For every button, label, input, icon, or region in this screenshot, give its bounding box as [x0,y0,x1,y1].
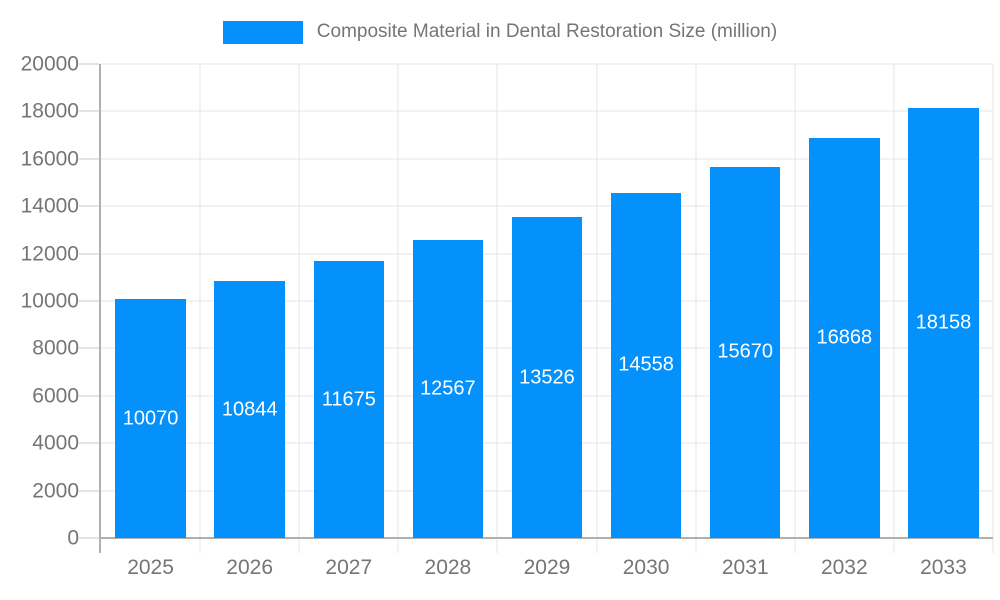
bar-cell: 10844 [200,64,299,538]
y-axis-tick-label: 12000 [20,242,79,266]
y-tick-mark [79,300,99,302]
legend-label: Composite Material in Dental Restoration… [316,21,778,42]
bar-value-label: 12567 [420,377,476,400]
x-axis-tick-label: 2031 [721,556,769,579]
y-axis-line [99,64,101,553]
h-gridline [101,158,993,160]
y-tick-mark [79,158,99,160]
bar-cell: 11675 [299,64,398,538]
y-tick-mark [79,253,99,255]
y-axis-labels: 0 2000 4000 6000 8000 10000 12000 14000 16000 180… [0,54,79,549]
bar-2027[interactable]: 11675 [313,261,384,538]
x-axis-tick-label: 2025 [127,556,174,579]
plot-area: 10070 10844 11675 12567 13526 14558 15670 16868… [79,63,994,553]
h-gridline [101,110,993,112]
y-axis-tick-label: 18000 [20,99,79,123]
v-gridline [199,64,201,553]
bar-2026[interactable]: 10844 [214,281,285,538]
x-axis-tick-label: 2026 [226,556,274,579]
bar-series: 10070 10844 11675 12567 13526 14558 15670 16868… [101,64,993,538]
y-axis-tick-label: 4000 [32,431,79,455]
bar-2030[interactable]: 14558 [610,192,682,538]
h-gridline [101,205,993,207]
bar-2029[interactable]: 13526 [511,217,583,538]
v-gridline [893,64,895,553]
bar-value-label: 16868 [816,326,873,349]
bar-2028[interactable]: 12567 [412,240,484,538]
bar-2025[interactable]: 10070 [115,299,186,538]
legend[interactable]: Composite Material in Dental Restoration… [0,17,1000,47]
x-axis-tick-label: 2028 [424,556,472,579]
y-axis-tick-label: 2000 [32,479,79,503]
v-gridline [695,64,697,553]
y-tick-mark [79,205,99,207]
v-gridline [397,64,399,553]
y-tick-mark [79,110,99,112]
bar-value-label: 11675 [321,388,376,411]
bar-value-label: 13526 [519,366,575,389]
v-gridline [298,64,300,553]
v-gridline [496,64,498,553]
v-gridline [596,64,598,553]
bar-value-label: 10844 [221,398,278,420]
bar-cell: 13526 [497,64,596,538]
bar-cell: 12567 [398,64,497,538]
x-axis-tick-label: 2029 [523,556,571,579]
y-axis-tick-label: 20000 [20,52,79,76]
h-gridline [101,63,993,65]
bar-value-label: 18158 [915,311,972,334]
legend-swatch[interactable] [222,20,303,44]
x-axis-tick-label: 2033 [920,556,967,579]
bar-cell: 14558 [597,64,696,538]
bar-value-label: 14558 [618,353,674,376]
v-gridline [992,64,994,553]
bar-2033[interactable]: 18158 [908,107,979,538]
x-axis-tick-label: 2027 [325,556,373,579]
y-axis-tick-label: 8000 [32,336,79,360]
x-axis-tick-label: 2030 [622,556,670,579]
y-axis-tick-label: 14000 [20,194,79,218]
bar-cell: 15670 [696,64,795,538]
y-tick-mark [79,395,99,397]
x-axis-labels: 2025 2026 2027 2028 2029 2030 2031 2032 2033 [101,556,993,579]
y-axis-tick-label: 0 [67,526,79,550]
v-gridline [794,64,796,553]
y-tick-mark [79,347,99,349]
y-tick-mark [79,537,99,539]
bar-cell: 16868 [795,64,894,538]
bar-value-label: 10070 [122,407,179,430]
x-axis-tick-label: 2032 [820,556,868,579]
y-tick-mark [79,490,99,492]
bar-2032[interactable]: 16868 [809,138,880,538]
bar-value-label: 15670 [717,340,774,363]
bar-2031[interactable]: 15670 [710,166,781,538]
x-axis-line [101,537,993,539]
bar-cell: 18158 [894,64,993,538]
y-axis-tick-label: 6000 [32,384,79,408]
bar-cell: 10070 [101,64,200,538]
y-tick-mark [79,442,99,444]
y-axis-tick-label: 16000 [20,147,79,171]
y-axis-tick-label: 10000 [20,289,79,313]
y-tick-mark [79,63,99,65]
